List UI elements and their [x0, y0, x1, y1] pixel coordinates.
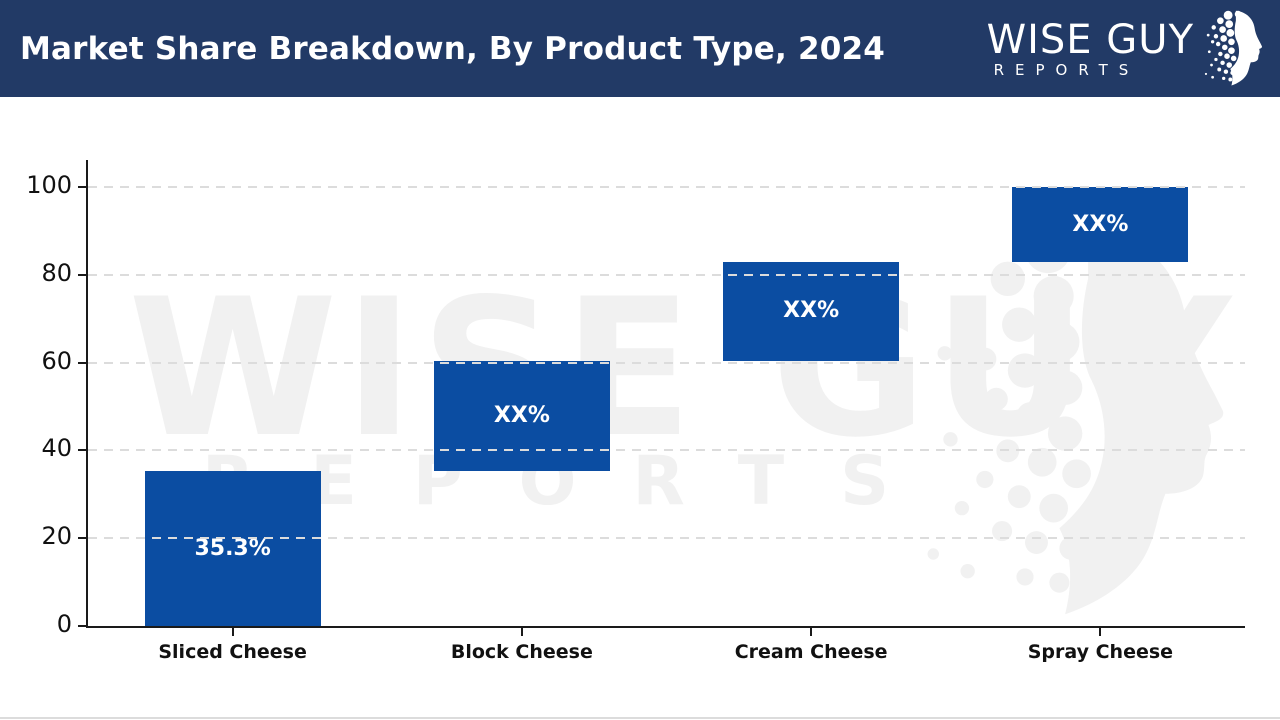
bar-cream-cheese: XX%: [723, 262, 900, 361]
x-tick: [1099, 628, 1102, 636]
header: Market Share Breakdown, By Product Type,…: [0, 0, 1280, 97]
bar-value-label: XX%: [493, 402, 550, 428]
y-tick-label: 60: [41, 346, 72, 375]
y-tick-label: 80: [41, 258, 72, 287]
gridline-20: [88, 537, 1245, 540]
gridline-60: [88, 361, 1245, 364]
gridline-40: [88, 449, 1245, 452]
bottom-divider: [0, 717, 1280, 719]
x-tick-label: Block Cheese: [450, 641, 593, 663]
bar-value-label: XX%: [1072, 211, 1129, 237]
gridline-80: [88, 273, 1245, 276]
y-tick: [78, 186, 86, 188]
x-axis-line: [86, 626, 1245, 628]
bar-spray-cheese: XX%: [1012, 187, 1189, 263]
bar-sliced-cheese: 35.3%: [144, 471, 321, 626]
x-tick-label: Sliced Cheese: [158, 641, 307, 663]
y-axis-line: [86, 160, 88, 628]
x-tick: [231, 628, 234, 636]
bar-value-label: 35.3%: [194, 535, 271, 561]
x-tick-label: Cream Cheese: [734, 641, 888, 663]
y-tick-label: 40: [41, 434, 72, 463]
y-tick: [78, 273, 86, 276]
brand-logo-text: WISE GUY REPORTS: [987, 20, 1194, 78]
brand-name: WISE GUY: [986, 17, 1194, 63]
page-title: Market Share Breakdown, By Product Type,…: [20, 30, 886, 67]
y-tick-label: 20: [41, 522, 72, 551]
x-tick: [810, 628, 813, 636]
y-tick-label: 0: [56, 610, 72, 638]
y-tick: [78, 625, 86, 627]
y-tick: [78, 537, 86, 540]
bar-value-label: XX%: [783, 298, 840, 324]
x-tick: [520, 628, 523, 636]
x-tick-label: Spray Cheese: [1027, 641, 1174, 663]
y-tick: [78, 361, 86, 364]
brand-logo: WISE GUY REPORTS: [987, 4, 1268, 94]
brand-subtitle: REPORTS: [993, 61, 1140, 79]
y-tick: [78, 449, 86, 452]
y-tick-label: 100: [26, 171, 72, 199]
gridline-100: [88, 186, 1245, 188]
bar-block-cheese: XX%: [433, 360, 610, 472]
